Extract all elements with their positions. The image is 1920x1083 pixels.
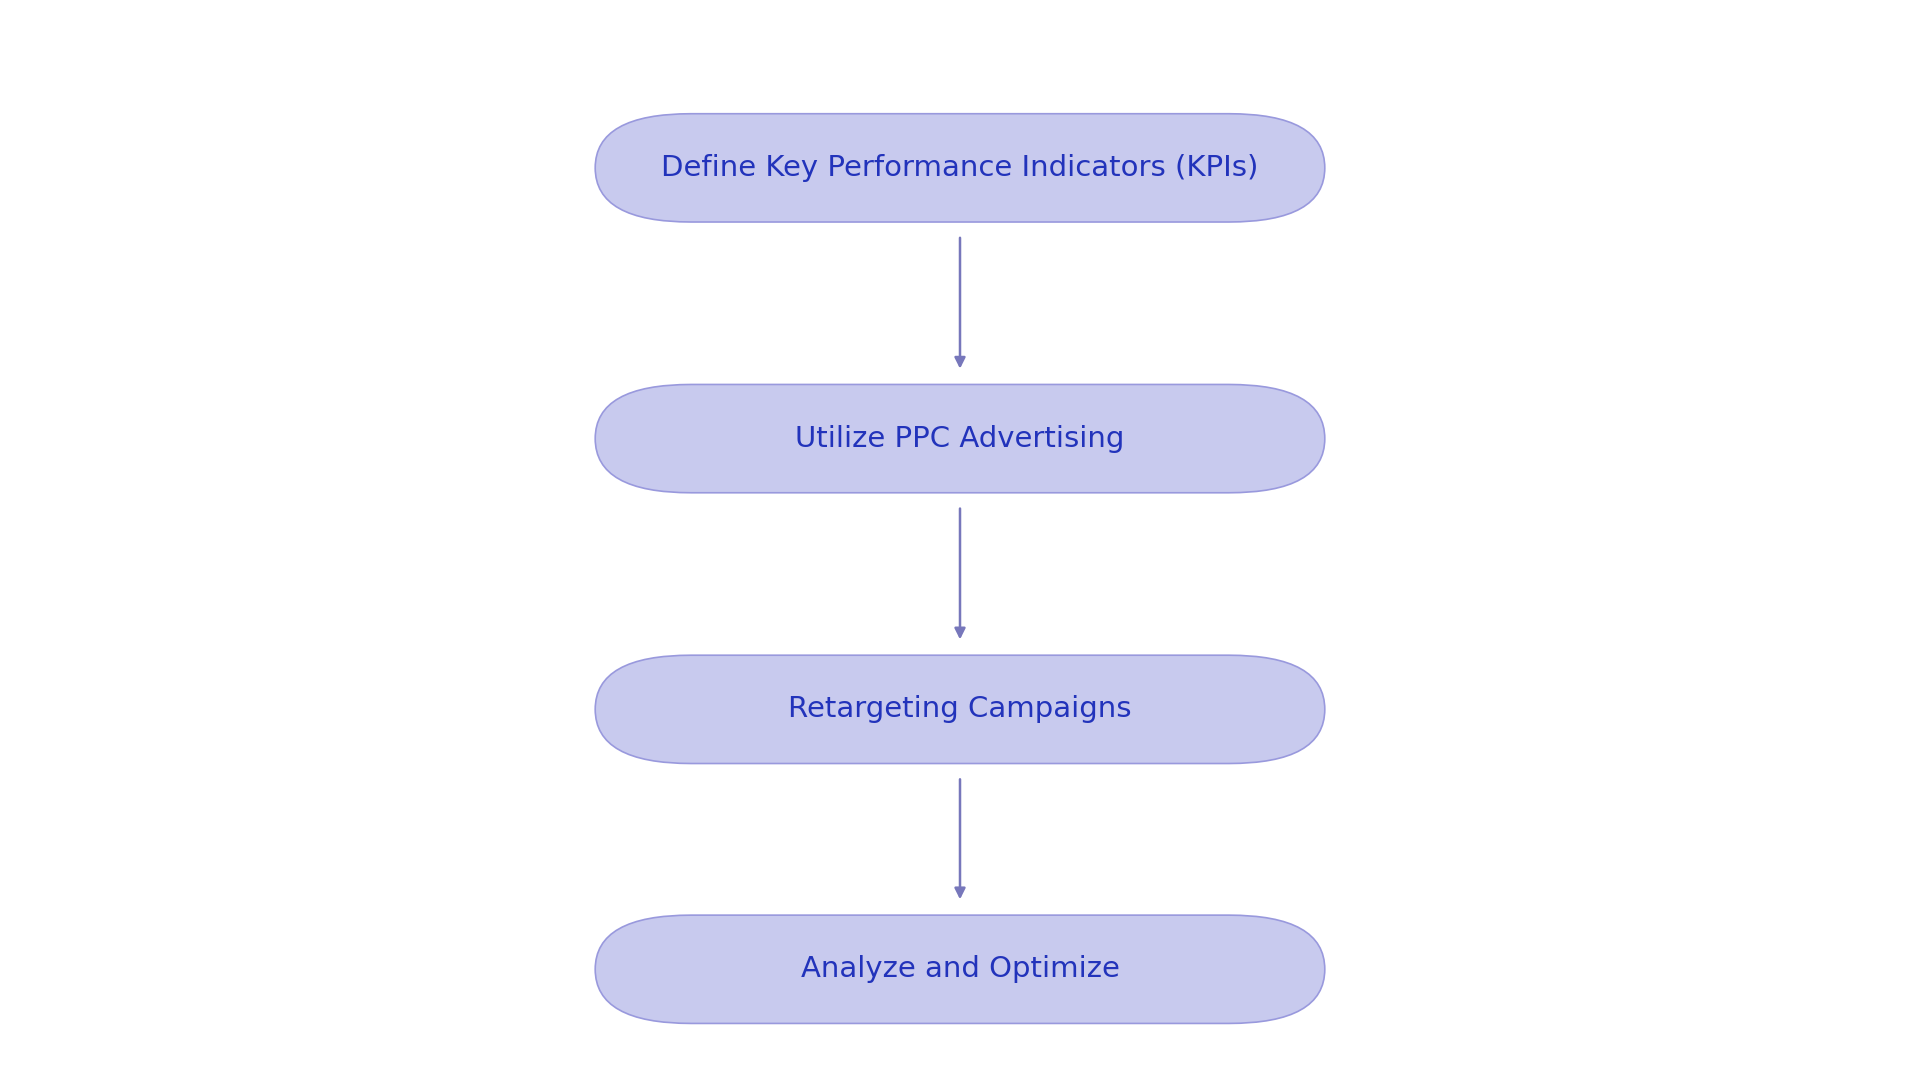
FancyBboxPatch shape: [595, 384, 1325, 493]
Text: Analyze and Optimize: Analyze and Optimize: [801, 955, 1119, 983]
FancyBboxPatch shape: [595, 114, 1325, 222]
Text: Define Key Performance Indicators (KPIs): Define Key Performance Indicators (KPIs): [660, 154, 1260, 182]
FancyBboxPatch shape: [595, 915, 1325, 1023]
Text: Utilize PPC Advertising: Utilize PPC Advertising: [795, 425, 1125, 453]
Text: Retargeting Campaigns: Retargeting Campaigns: [789, 695, 1131, 723]
FancyBboxPatch shape: [595, 655, 1325, 764]
